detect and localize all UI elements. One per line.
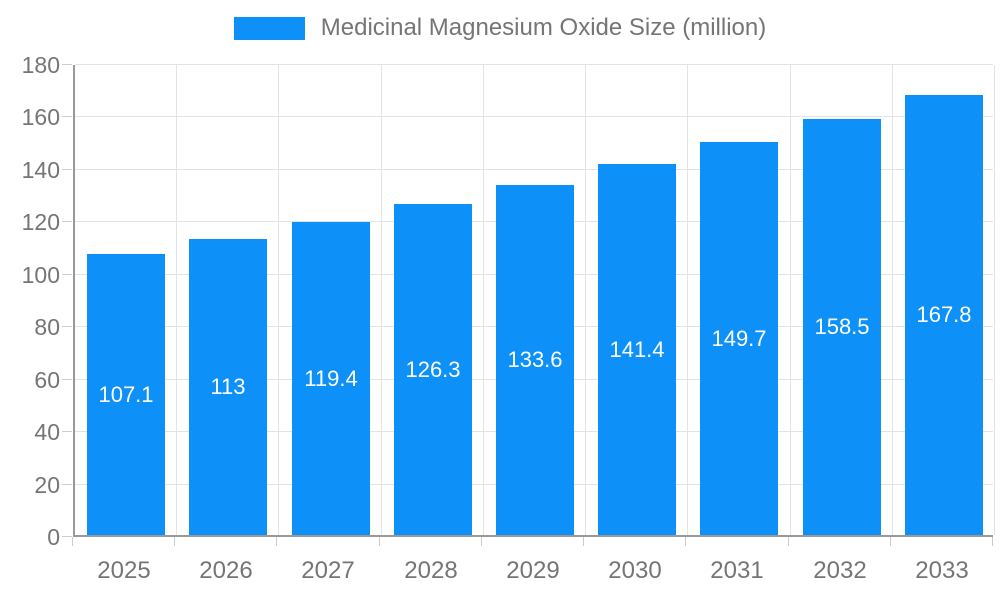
x-axis-tick-label: 2026 — [199, 557, 253, 584]
y-axis-tick-label: 180 — [21, 52, 60, 78]
bar[interactable]: 141.4 — [598, 164, 676, 535]
x-tick-mark — [379, 537, 380, 546]
y-axis-tick-label: 160 — [21, 104, 60, 131]
bar[interactable]: 167.8 — [905, 95, 983, 535]
y-tick-mark — [62, 168, 72, 170]
y-gridline — [75, 168, 993, 170]
y-axis-tick-label: 140 — [21, 156, 60, 183]
bar[interactable]: 113 — [189, 239, 267, 535]
bar[interactable]: 107.1 — [87, 254, 165, 535]
legend-label: Medicinal Magnesium Oxide Size (million) — [320, 14, 767, 41]
bar-value-label: 119.4 — [304, 365, 358, 391]
y-tick-mark — [62, 431, 72, 433]
y-axis-tick-label: 20 — [34, 471, 60, 498]
bar[interactable]: 149.7 — [700, 142, 778, 535]
plot-area: 107.1 113 119.4 126.3 133.6 141.4 149.7 158.5 16… — [73, 64, 995, 537]
x-gridline — [176, 65, 177, 535]
bar[interactable]: 126.3 — [394, 204, 472, 535]
x-gridline — [687, 65, 688, 535]
x-axis-tick-label: 2031 — [710, 557, 764, 584]
y-tick-mark — [62, 116, 72, 118]
x-tick-mark — [788, 537, 789, 546]
y-axis-tick-label: 120 — [21, 209, 60, 236]
x-tick-mark — [583, 537, 584, 546]
x-gridline — [892, 65, 893, 535]
bar-value-label: 126.3 — [405, 356, 461, 382]
x-axis-tick-label: 2025 — [97, 557, 151, 584]
y-axis-tick-label: 100 — [21, 261, 60, 288]
bar-value-label: 133.6 — [507, 347, 563, 372]
y-axis-tick-label: 60 — [34, 366, 60, 393]
x-axis-tick-label: 2028 — [404, 557, 458, 584]
x-tick-mark — [72, 537, 73, 546]
bar-value-label: 167.8 — [916, 302, 972, 327]
x-gridline — [790, 65, 791, 535]
legend: Medicinal Magnesium Oxide Size (million) — [0, 14, 1000, 42]
bar-value-label: 158.5 — [814, 314, 870, 339]
y-tick-mark — [62, 378, 72, 380]
x-gridline — [278, 65, 279, 535]
x-tick-mark — [174, 537, 175, 546]
x-tick-mark — [890, 537, 891, 546]
bar-value-label: 107.1 — [98, 381, 154, 407]
y-axis-tick-label: 80 — [34, 314, 60, 341]
bar-value-label: 149.7 — [711, 325, 767, 351]
bar[interactable]: 119.4 — [292, 222, 370, 535]
y-axis-tick-label: 0 — [47, 524, 60, 550]
y-gridline — [75, 64, 993, 65]
y-tick-mark — [62, 536, 72, 537]
y-axis-tick-label: 40 — [34, 419, 60, 446]
x-tick-mark — [992, 537, 993, 546]
y-gridline — [75, 116, 993, 118]
y-tick-mark — [62, 221, 72, 223]
x-axis-tick-label: 2029 — [506, 557, 560, 584]
x-tick-mark — [685, 537, 686, 546]
bar-value-label: 113 — [210, 374, 246, 399]
x-gridline — [994, 65, 995, 535]
x-gridline — [585, 65, 586, 535]
x-gridline — [381, 65, 382, 535]
bar[interactable]: 158.5 — [803, 119, 881, 535]
y-tick-mark — [62, 273, 72, 275]
y-tick-mark — [62, 326, 72, 328]
x-axis-tick-label: 2030 — [608, 557, 662, 584]
y-tick-mark — [62, 483, 72, 485]
x-gridline — [483, 65, 484, 535]
y-tick-mark — [62, 64, 72, 65]
x-axis-tick-label: 2032 — [813, 557, 867, 584]
bar-value-label: 141.4 — [609, 336, 665, 362]
x-tick-mark — [276, 537, 277, 546]
legend-swatch-icon — [233, 16, 305, 40]
x-tick-mark — [481, 537, 482, 546]
x-axis-tick-label: 2033 — [915, 557, 969, 584]
x-axis-tick-label: 2027 — [301, 557, 355, 584]
legend-item[interactable]: Medicinal Magnesium Oxide Size (million) — [233, 14, 767, 42]
bar[interactable]: 133.6 — [496, 185, 574, 535]
